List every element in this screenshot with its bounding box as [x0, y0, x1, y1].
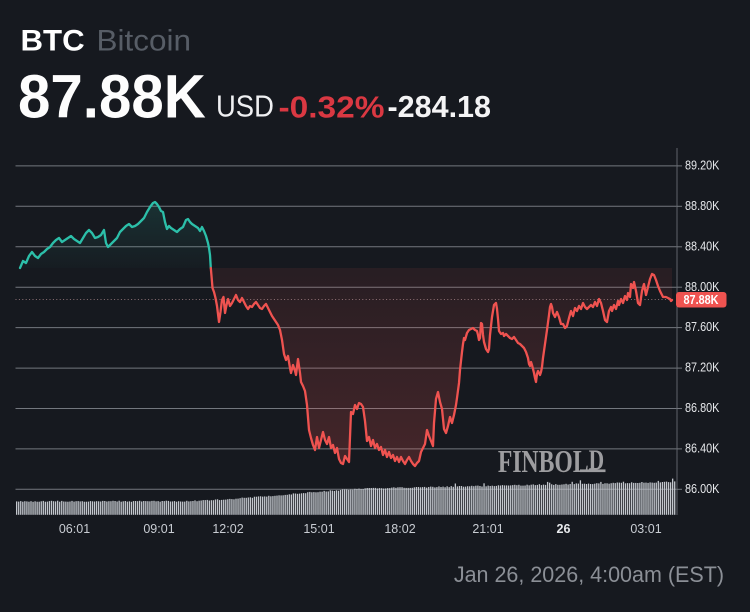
svg-text:09:01: 09:01	[143, 522, 174, 536]
svg-text:89.20K: 89.20K	[685, 158, 719, 173]
svg-text:Bitcoin: Bitcoin	[97, 23, 192, 57]
svg-text:86.40K: 86.40K	[685, 441, 719, 456]
svg-text:FINBOLD: FINBOLD	[498, 444, 604, 480]
svg-text:-284.18: -284.18	[388, 89, 492, 124]
svg-text:BTC: BTC	[21, 24, 85, 57]
svg-text:86.00K: 86.00K	[685, 481, 719, 496]
svg-text:87.20K: 87.20K	[685, 360, 719, 375]
svg-text:26: 26	[557, 522, 571, 536]
svg-text:Jan 26, 2026, 4:00am (EST): Jan 26, 2026, 4:00am (EST)	[454, 562, 724, 587]
svg-text:88.40K: 88.40K	[685, 238, 719, 253]
svg-text:USD: USD	[216, 90, 274, 124]
svg-text:88.80K: 88.80K	[685, 198, 719, 213]
svg-text:18:02: 18:02	[384, 522, 415, 536]
svg-text:87.88K: 87.88K	[683, 293, 719, 307]
svg-text:88.00K: 88.00K	[685, 279, 719, 294]
svg-text:87.60K: 87.60K	[685, 319, 719, 334]
svg-text:86.80K: 86.80K	[685, 400, 719, 415]
svg-text:12:02: 12:02	[212, 522, 243, 536]
svg-text:03:01: 03:01	[630, 522, 661, 536]
svg-text:06:01: 06:01	[59, 522, 90, 536]
svg-text:87.88K: 87.88K	[18, 62, 206, 131]
svg-text:21:01: 21:01	[472, 522, 503, 536]
svg-text:-0.32%: -0.32%	[279, 90, 385, 125]
svg-text:15:01: 15:01	[303, 522, 334, 536]
